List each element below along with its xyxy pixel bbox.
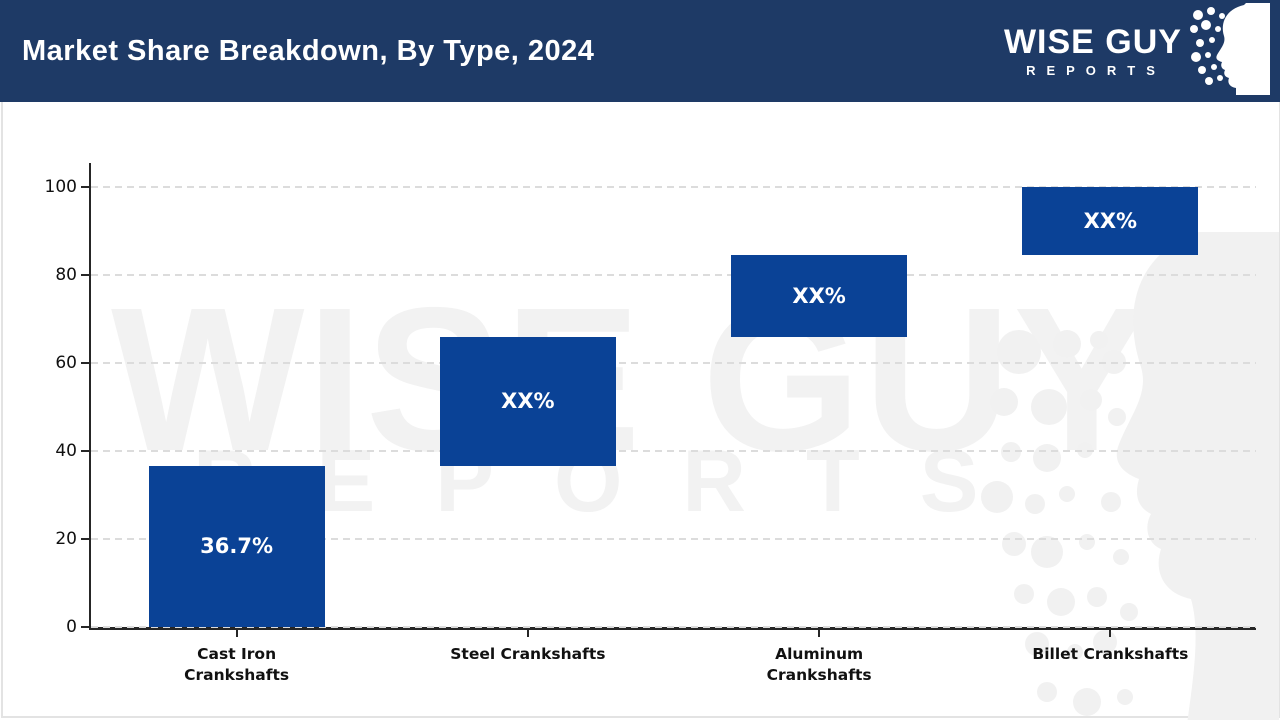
gridline <box>91 450 1256 453</box>
bar-segment: XX% <box>1022 187 1199 256</box>
bar-value-label: 36.7% <box>200 534 274 559</box>
y-tick <box>81 538 89 541</box>
brand-logo-text: WISE GUY REPORTS <box>1004 25 1182 77</box>
x-category-label: Steel Crankshafts <box>450 645 606 663</box>
x-tick <box>526 630 529 637</box>
y-tick-label: 80 <box>55 265 77 286</box>
brand-logo: WISE GUY REPORTS <box>1004 3 1270 99</box>
x-category-label: Cast Iron Crankshafts <box>184 645 290 684</box>
x-axis-line <box>89 627 1256 630</box>
y-tick-label: 100 <box>44 177 77 198</box>
gridline <box>91 274 1256 277</box>
x-category-label: Billet Crankshafts <box>1032 645 1189 663</box>
y-tick-label: 0 <box>66 617 77 637</box>
bar-segment: XX% <box>731 255 908 337</box>
x-category-label: Aluminum Crankshafts <box>766 645 872 684</box>
gridline <box>91 362 1256 365</box>
y-tick <box>81 186 89 189</box>
y-tick <box>81 362 89 365</box>
plot-area: 0 20 40 60 80 100 36.7% Cast Iron Crankshafts XX… <box>45 163 1256 684</box>
y-tick-label: 20 <box>55 529 77 550</box>
y-tick-label: 60 <box>55 353 77 374</box>
bar-value-label: XX% <box>1083 209 1138 234</box>
gridline <box>91 538 1256 541</box>
header: Market Share Breakdown, By Type, 2024 WI… <box>0 0 1280 102</box>
bar-segment: XX% <box>439 336 616 466</box>
bar-segment: 36.7% <box>148 465 325 627</box>
chart-canvas: WISE GUY REPORTS <box>1 102 1280 720</box>
y-axis-line <box>89 163 91 629</box>
brand-name: WISE GUY <box>1003 23 1182 61</box>
page-title: Market Share Breakdown, By Type, 2024 <box>22 34 595 67</box>
bar-value-label: XX% <box>792 284 846 309</box>
gridline <box>91 186 1256 189</box>
y-tick-label: 40 <box>55 441 77 462</box>
x-tick <box>818 630 821 637</box>
bar-value-label: XX% <box>501 389 555 414</box>
head-profile-icon <box>1184 3 1270 99</box>
x-tick <box>235 630 238 637</box>
gridline <box>91 626 1256 628</box>
y-tick <box>81 626 89 628</box>
x-tick <box>1109 630 1112 637</box>
y-tick <box>81 274 89 277</box>
brand-subname: REPORTS <box>1026 63 1166 78</box>
y-tick <box>81 450 89 453</box>
